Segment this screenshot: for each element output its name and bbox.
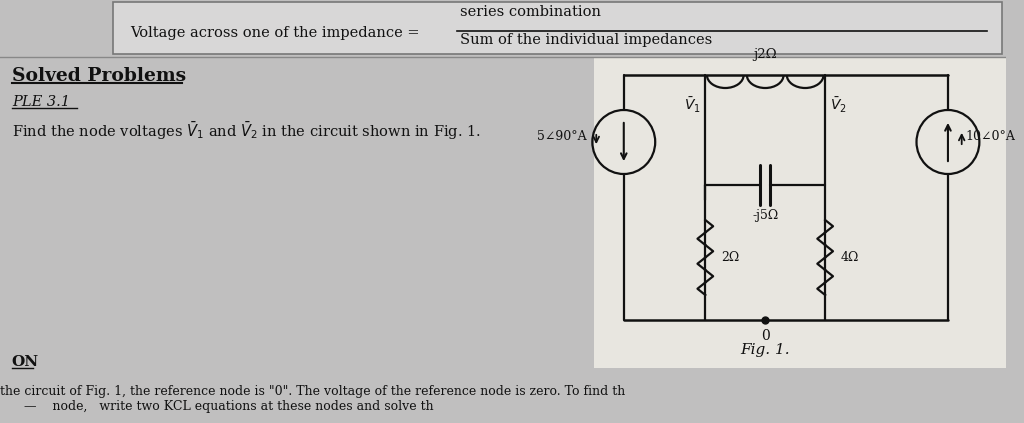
Text: -j5Ω: -j5Ω xyxy=(752,209,778,222)
Text: Solved Problems: Solved Problems xyxy=(12,67,186,85)
Text: Fig. 1.: Fig. 1. xyxy=(740,343,791,357)
Text: $\bar{V}_2$: $\bar{V}_2$ xyxy=(830,95,847,115)
Text: series combination: series combination xyxy=(460,5,601,19)
Text: ON: ON xyxy=(12,355,39,369)
FancyBboxPatch shape xyxy=(594,58,1007,368)
Text: PLE 3.1: PLE 3.1 xyxy=(12,95,70,109)
FancyBboxPatch shape xyxy=(113,2,1001,54)
Text: Sum of the individual impedances: Sum of the individual impedances xyxy=(460,33,712,47)
Text: 0: 0 xyxy=(761,329,770,343)
Text: j2Ω: j2Ω xyxy=(754,48,777,61)
Text: 2Ω: 2Ω xyxy=(721,251,739,264)
Text: —    node,   write two KCL equations at these nodes and solve th: — node, write two KCL equations at these… xyxy=(0,400,433,413)
Text: the circuit of Fig. 1, the reference node is "0". The voltage of the reference n: the circuit of Fig. 1, the reference nod… xyxy=(0,385,626,398)
Text: Find the node voltages $\bar{V}_1$ and $\bar{V}_2$ in the circuit shown in Fig. : Find the node voltages $\bar{V}_1$ and $… xyxy=(12,120,481,142)
Text: 10∠0°A: 10∠0°A xyxy=(966,131,1016,143)
Text: Voltage across one of the impedance =: Voltage across one of the impedance = xyxy=(130,26,424,40)
Text: 4Ω: 4Ω xyxy=(841,251,859,264)
Text: $\bar{V}_1$: $\bar{V}_1$ xyxy=(683,95,700,115)
Text: 5∠90°A: 5∠90°A xyxy=(537,131,587,143)
